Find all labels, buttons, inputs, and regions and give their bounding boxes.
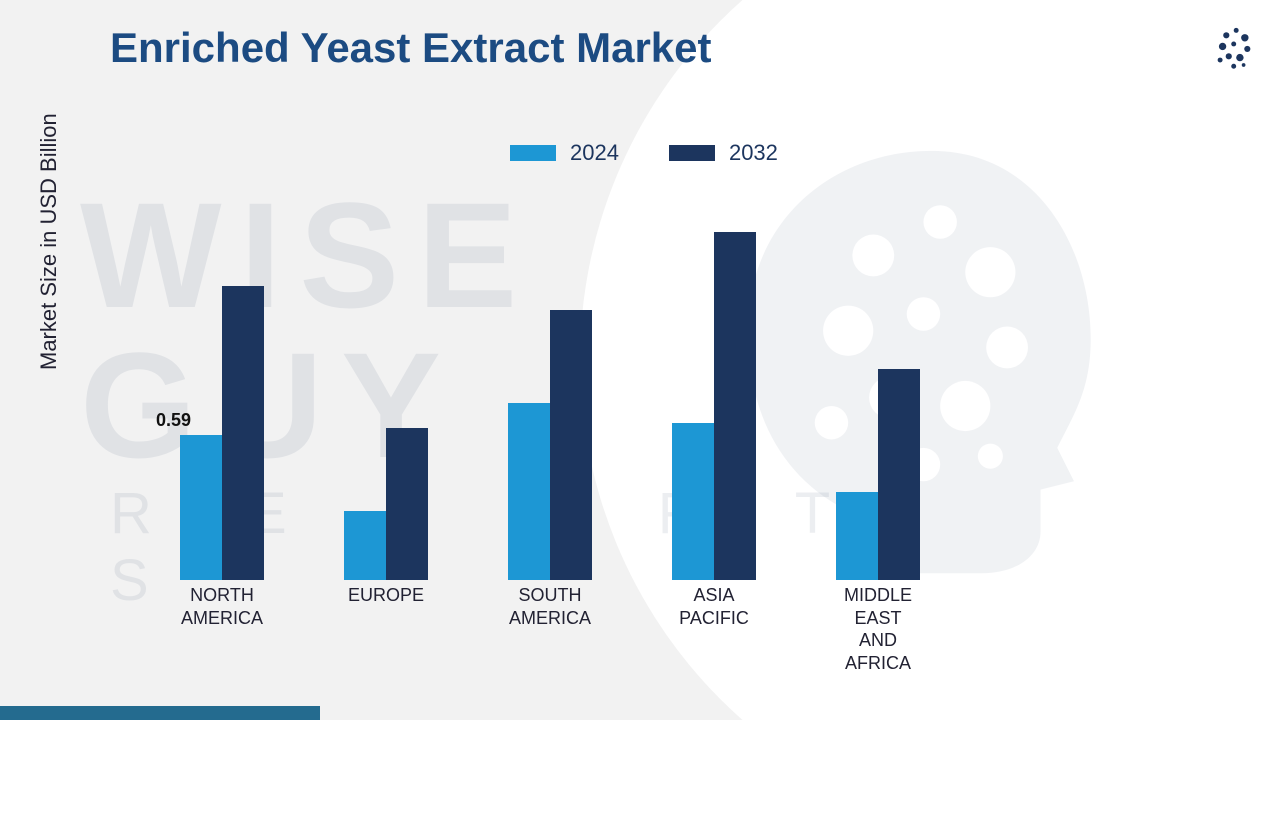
bar-2024 [508, 403, 550, 580]
y-axis-label: Market Size in USD Billion [36, 113, 62, 370]
brand-head-icon [1198, 18, 1262, 86]
bar-2024 [180, 435, 222, 580]
bar-2024 [672, 423, 714, 580]
x-axis-labels: NORTHAMERICA EUROPE SOUTHAMERICA ASIAPACIFI… [140, 584, 960, 674]
plot-area: 0.59 [140, 200, 960, 580]
x-axis-label: ASIAPACIFIC [654, 584, 774, 674]
bar-2032 [222, 286, 264, 580]
legend-swatch-2032 [669, 145, 715, 161]
bar-group: 0.59 [162, 286, 282, 580]
legend: 2024 2032 [510, 140, 778, 166]
brand-name-top: WISE GUY [984, 18, 1190, 56]
bar-value-label: 0.59 [156, 410, 191, 431]
chart-title: Enriched Yeast Extract Market [20, 18, 950, 72]
legend-label-2024: 2024 [570, 140, 619, 166]
bar-2032 [714, 232, 756, 580]
legend-swatch-2024 [510, 145, 556, 161]
legend-item-2032: 2032 [669, 140, 778, 166]
bar-group [326, 428, 446, 580]
bar-2032 [550, 310, 592, 580]
x-axis-label: SOUTHAMERICA [490, 584, 610, 674]
bar-2032 [878, 369, 920, 580]
content-area: Enriched Yeast Extract Market WISE GUY R… [0, 0, 980, 720]
bar-group [818, 369, 938, 580]
bar-2032 [386, 428, 428, 580]
bar-group [490, 310, 610, 580]
x-axis-label: MIDDLEEASTANDAFRICA [818, 584, 938, 674]
page: WISE GUY REPORTS Enriched Yeast Extract … [0, 0, 1280, 720]
brand-logo: WISE GUY REPORTS [984, 18, 1262, 86]
bar-2024 [344, 511, 386, 580]
legend-item-2024: 2024 [510, 140, 619, 166]
legend-label-2032: 2032 [729, 140, 778, 166]
bottom-accent-bar [0, 706, 320, 720]
bar-2024 [836, 492, 878, 580]
x-axis-label: EUROPE [326, 584, 446, 674]
brand-name-bottom: REPORTS [984, 58, 1190, 79]
bar-group [654, 232, 774, 580]
chart: 2024 2032 Market Size in USD Billion 0.5… [40, 150, 960, 710]
x-axis-label: NORTHAMERICA [162, 584, 282, 674]
